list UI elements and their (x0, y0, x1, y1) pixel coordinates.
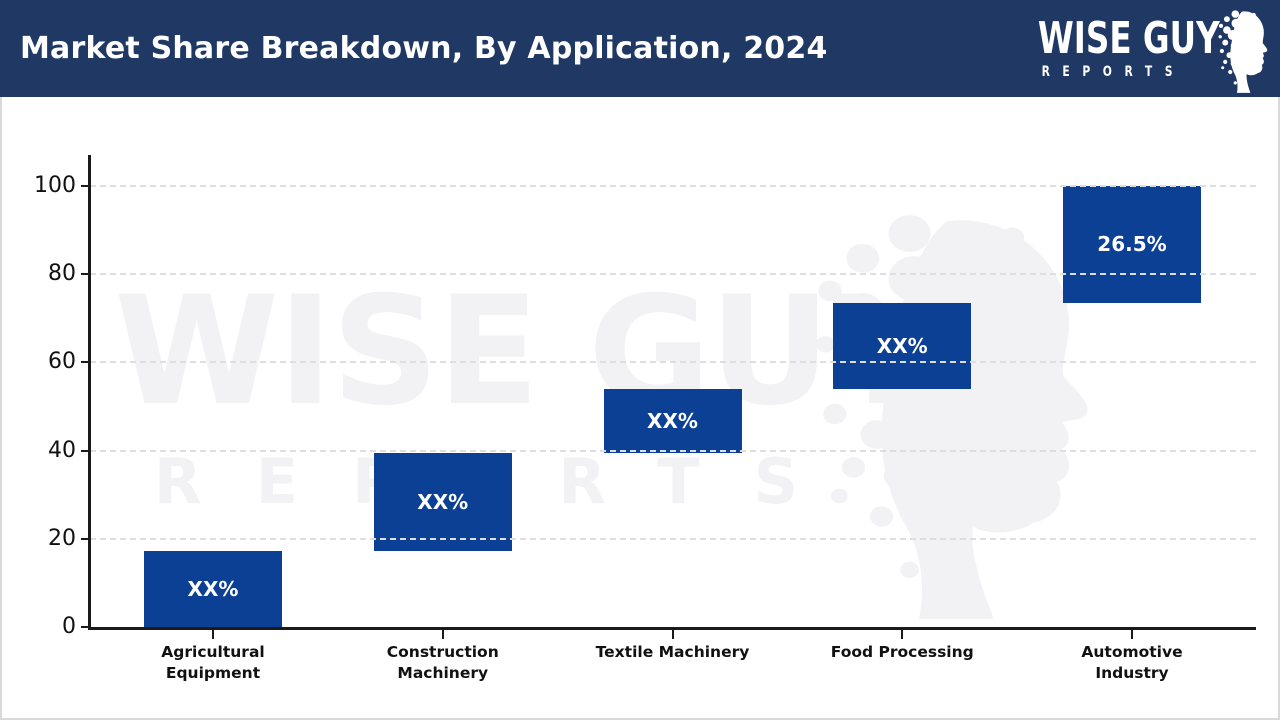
y-axis-line (88, 155, 91, 630)
category-label-1: Agricultural Equipment (98, 642, 328, 684)
bar-value-label: XX% (187, 576, 239, 601)
category-label-line: Industry (1095, 663, 1169, 682)
watermark-text-1: WISE GUY (114, 265, 938, 439)
y-tick-label: 0 (62, 614, 76, 639)
x-tick-mark (901, 630, 904, 639)
y-tick-label: 20 (48, 525, 76, 551)
gridline-20 (90, 537, 1256, 540)
x-axis-line (88, 627, 1256, 630)
y-tick-label: 80 (48, 261, 76, 287)
wise-guy-logo: WISE GUY REPORTS (974, 0, 1268, 97)
y-tick-mark (81, 449, 90, 452)
gridline-100 (90, 184, 1256, 187)
y-tick-mark (81, 626, 90, 628)
y-tick-mark (81, 184, 90, 187)
page-title: Market Share Breakdown, By Application, … (20, 31, 828, 66)
bar-value-label: XX% (647, 408, 698, 433)
logo-line1: WISE GUY (1038, 13, 1220, 64)
bar-value-label: 26.5% (1097, 232, 1167, 257)
category-label-line: Agricultural (161, 643, 265, 661)
bar-segment-4: XX% (833, 302, 972, 389)
bar-value-label: XX% (876, 333, 928, 358)
category-label-4: Food Processing (787, 642, 1017, 663)
category-label-line: Construction (386, 643, 499, 661)
gridline-60 (90, 361, 1256, 364)
category-label-line: Machinery (397, 663, 489, 682)
header-bar: Market Share Breakdown, By Application, … (0, 0, 1280, 97)
y-tick-label: 60 (48, 349, 76, 375)
plot-area: XX% XX% XX% XX% 26.5% 0 20 40 60 80 100 Agricultura… (2, 97, 1278, 718)
category-label-line: Food Processing (830, 643, 974, 661)
logo-line2: REPORTS (1041, 64, 1186, 80)
category-label-5: Automotive Industry (1017, 642, 1247, 684)
x-tick-mark (671, 630, 674, 639)
bar-segment-1: XX% (144, 550, 282, 627)
bar-segment-2: XX% (373, 452, 512, 551)
bar-value-label: XX% (417, 489, 469, 514)
gridline-80 (90, 273, 1256, 276)
gridline-40 (90, 449, 1256, 452)
x-tick-mark (1131, 630, 1133, 639)
category-label-3: Textile Machinery (558, 642, 788, 663)
category-label-2: Construction Machinery (328, 642, 558, 684)
category-label-line: Equipment (165, 663, 261, 682)
waterfall-chart: WISE GUY REPORTS XX%XX%XX%XX%26.5%020406… (0, 97, 1280, 720)
logo-wordmark: WISE GUY REPORTS (1038, 13, 1220, 81)
y-tick-label: 40 (48, 437, 76, 463)
bar-segment-3: XX% (603, 388, 742, 453)
y-tick-label: 100 (34, 172, 76, 198)
y-tick-mark (81, 361, 90, 364)
x-tick-mark (441, 630, 444, 639)
category-label-line: Textile Machinery (595, 643, 750, 661)
category-label-line: Automotive (1081, 643, 1183, 661)
y-tick-mark (81, 273, 90, 276)
y-tick-mark (81, 537, 90, 540)
bar-segment-5: 26.5% (1063, 185, 1201, 303)
head-logo-icon (1218, 9, 1268, 93)
x-tick-mark (212, 630, 214, 639)
